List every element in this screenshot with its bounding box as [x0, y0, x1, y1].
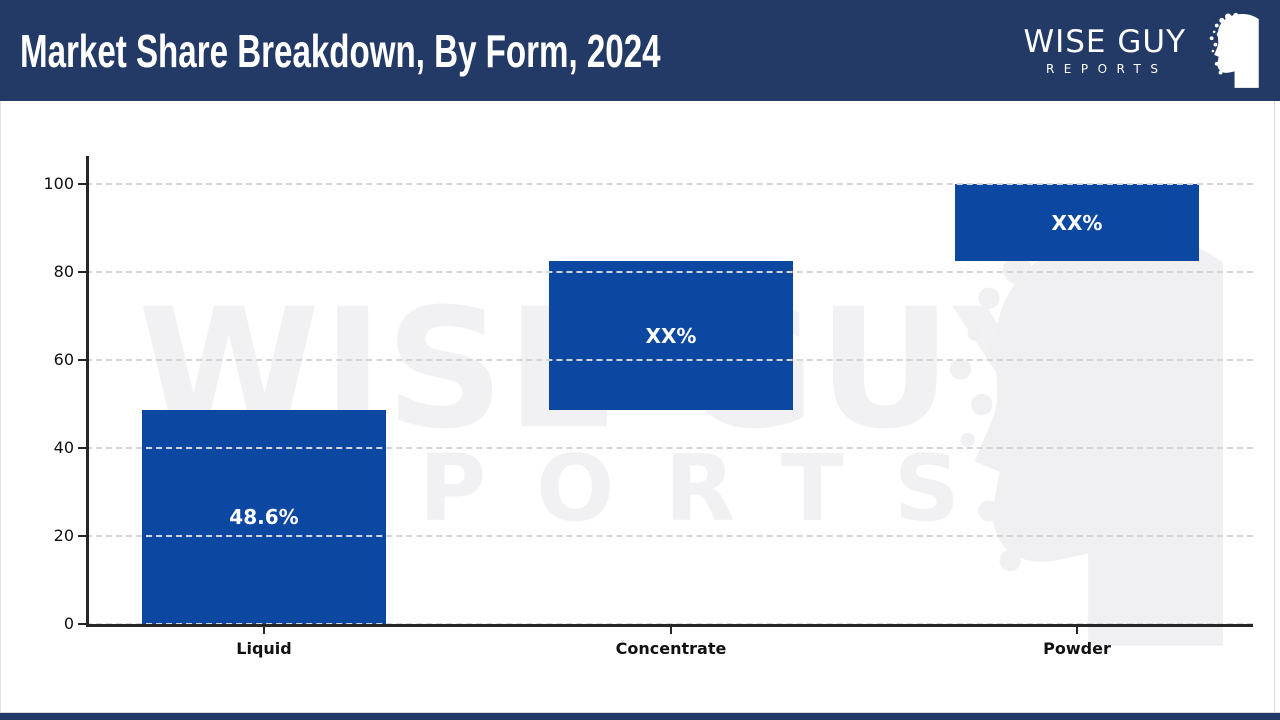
bar-label-liquid: 48.6%	[229, 505, 299, 530]
logo-text: WISE GUY REPORTS	[1023, 25, 1186, 75]
x-axis-line	[86, 624, 1253, 627]
watermark-head-icon	[949, 227, 1223, 646]
y-tick-label-100: 100	[43, 174, 74, 193]
bar-label-concentrate: XX%	[645, 323, 697, 348]
bar-liquid	[142, 410, 386, 624]
brand-logo: WISE GUY REPORTS	[1023, 9, 1260, 93]
footer-divider	[0, 712, 1280, 713]
gridline-60	[86, 359, 1253, 361]
y-tick-60	[78, 359, 86, 361]
x-tick-powder	[1076, 627, 1078, 634]
bar-label-powder: XX%	[1051, 210, 1103, 235]
y-tick-20	[78, 535, 86, 537]
logo-sub-text: REPORTS	[1045, 61, 1168, 76]
footer-bar	[0, 713, 1280, 720]
x-tick-label-concentrate: Concentrate	[615, 639, 727, 658]
y-tick-label-40: 40	[53, 438, 74, 457]
bar-concentrate	[549, 261, 793, 411]
y-tick-label-60: 60	[53, 350, 74, 369]
x-tick-liquid	[263, 627, 265, 634]
gridline-40	[86, 447, 1253, 449]
right-edge-line	[1274, 101, 1275, 713]
y-tick-label-0: 0	[63, 614, 74, 633]
y-tick-100	[78, 183, 86, 185]
y-tick-label-80: 80	[53, 262, 74, 281]
y-tick-0	[78, 623, 86, 625]
page-title: Market Share Breakdown, By Form, 2024	[20, 24, 661, 77]
y-tick-40	[78, 447, 86, 449]
logo-head-icon	[1209, 12, 1259, 88]
gridline-80	[86, 271, 1253, 273]
x-tick-label-powder: Powder	[1043, 639, 1111, 658]
x-tick-concentrate	[670, 627, 672, 634]
y-tick-80	[78, 271, 86, 273]
x-tick-label-liquid: Liquid	[236, 639, 292, 658]
y-tick-label-20: 20	[53, 526, 74, 545]
left-edge-line	[0, 101, 1, 713]
header-bar: Market Share Breakdown, By Form, 2024 WI…	[0, 0, 1280, 101]
gridline-100	[86, 183, 1253, 185]
logo-brand-text: WISE GUY	[1023, 24, 1186, 61]
gridline-20	[86, 535, 1253, 537]
y-axis-line	[86, 156, 89, 627]
chart-area: WISE GUY REPORTS	[0, 101, 1280, 713]
